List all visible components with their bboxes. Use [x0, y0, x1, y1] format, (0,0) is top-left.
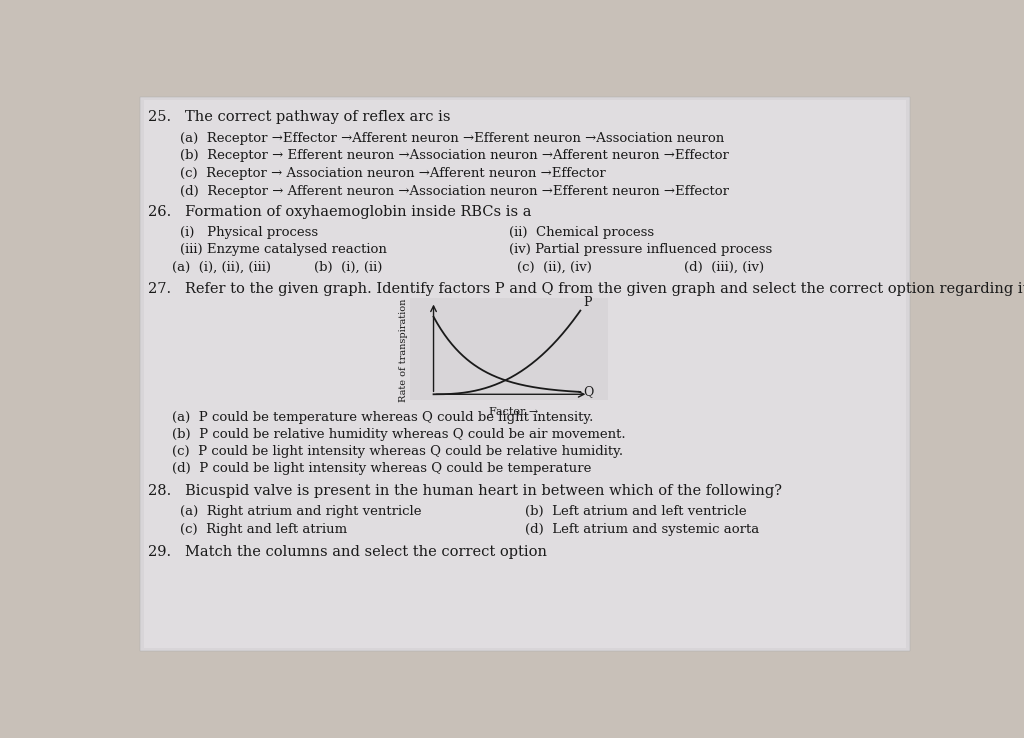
- Text: (b)  Left atrium and left ventricle: (b) Left atrium and left ventricle: [524, 505, 746, 517]
- Text: (a)  (i), (ii), (iii): (a) (i), (ii), (iii): [172, 261, 270, 274]
- Text: (a)  P could be temperature whereas Q could be light intensity.: (a) P could be temperature whereas Q cou…: [172, 411, 593, 424]
- Text: (c)  (ii), (iv): (c) (ii), (iv): [517, 261, 592, 274]
- Text: (iv) Partial pressure influenced process: (iv) Partial pressure influenced process: [509, 243, 772, 256]
- Text: (c)  Receptor → Association neuron →Afferent neuron →Effector: (c) Receptor → Association neuron →Affer…: [179, 167, 605, 180]
- Text: (b)  (i), (ii): (b) (i), (ii): [314, 261, 383, 274]
- Text: (iii) Enzyme catalysed reaction: (iii) Enzyme catalysed reaction: [179, 243, 386, 256]
- Text: 27.   Refer to the given graph. Identify factors P and Q from the given graph an: 27. Refer to the given graph. Identify f…: [147, 283, 1024, 297]
- Text: (b)  P could be relative humidity whereas Q could be air movement.: (b) P could be relative humidity whereas…: [172, 428, 626, 441]
- Text: (a)  Receptor →Effector →Afferent neuron →Efferent neuron →Association neuron: (a) Receptor →Effector →Afferent neuron …: [179, 132, 724, 145]
- Text: (c)  P could be light intensity whereas Q could be relative humidity.: (c) P could be light intensity whereas Q…: [172, 446, 623, 458]
- Text: 26.   Formation of oxyhaemoglobin inside RBCs is a: 26. Formation of oxyhaemoglobin inside R…: [147, 205, 531, 219]
- Text: Factor →: Factor →: [489, 407, 539, 417]
- Text: (i)   Physical process: (i) Physical process: [179, 226, 317, 238]
- Text: (c)  Right and left atrium: (c) Right and left atrium: [179, 523, 347, 537]
- Text: (d)  Receptor → Afferent neuron →Association neuron →Efferent neuron →Effector: (d) Receptor → Afferent neuron →Associat…: [179, 184, 729, 198]
- Text: 28.   Bicuspid valve is present in the human heart in between which of the follo: 28. Bicuspid valve is present in the hum…: [147, 484, 782, 498]
- Text: (d)  (iii), (iv): (d) (iii), (iv): [684, 261, 764, 274]
- Text: (b)  Receptor → Efferent neuron →Association neuron →Afferent neuron →Effector: (b) Receptor → Efferent neuron →Associat…: [179, 149, 728, 162]
- Text: Q: Q: [584, 385, 594, 399]
- Text: (ii)  Chemical process: (ii) Chemical process: [509, 226, 654, 238]
- Text: (d)  P could be light intensity whereas Q could be temperature: (d) P could be light intensity whereas Q…: [172, 463, 591, 475]
- Text: P: P: [584, 297, 592, 309]
- Text: 25.   The correct pathway of reflex arc is: 25. The correct pathway of reflex arc is: [147, 110, 451, 124]
- FancyBboxPatch shape: [140, 97, 909, 651]
- Text: (d)  Left atrium and systemic aorta: (d) Left atrium and systemic aorta: [524, 523, 759, 537]
- Bar: [410, 297, 608, 400]
- Text: 29.   Match the columns and select the correct option: 29. Match the columns and select the cor…: [147, 545, 547, 559]
- Text: Rate of transpiration: Rate of transpiration: [399, 299, 408, 402]
- Text: (a)  Right atrium and right ventricle: (a) Right atrium and right ventricle: [179, 505, 421, 517]
